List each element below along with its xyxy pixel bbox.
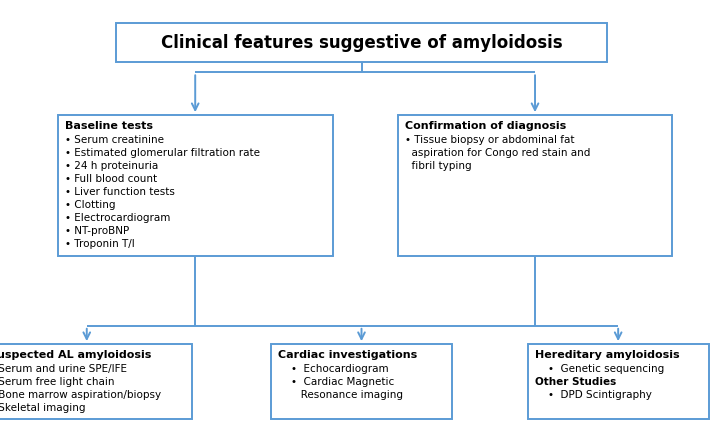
Text: • Liver function tests: • Liver function tests xyxy=(65,187,175,197)
Text: • NT-proBNP: • NT-proBNP xyxy=(65,226,129,236)
Text: • Troponin T/I: • Troponin T/I xyxy=(65,239,134,249)
Text: • Electrocardiogram: • Electrocardiogram xyxy=(65,213,171,223)
Text: •  DPD Scintigraphy: • DPD Scintigraphy xyxy=(535,390,652,400)
Text: •  Cardiac Magnetic: • Cardiac Magnetic xyxy=(278,377,395,387)
Text: • Serum creatinine: • Serum creatinine xyxy=(65,135,164,145)
Text: • Estimated glomerular filtration rate: • Estimated glomerular filtration rate xyxy=(65,148,260,158)
Text: Suspected AL amyloidosis: Suspected AL amyloidosis xyxy=(0,349,152,360)
Text: •  Echocardiogram: • Echocardiogram xyxy=(278,364,389,374)
FancyBboxPatch shape xyxy=(528,344,709,418)
Text: • Skeletal imaging: • Skeletal imaging xyxy=(0,403,85,413)
FancyBboxPatch shape xyxy=(58,115,333,256)
Text: • Clotting: • Clotting xyxy=(65,200,116,210)
Text: • Tissue biopsy or abdominal fat: • Tissue biopsy or abdominal fat xyxy=(405,135,574,145)
Text: Hereditary amyloidosis: Hereditary amyloidosis xyxy=(535,349,680,360)
Text: Resonance imaging: Resonance imaging xyxy=(278,390,403,400)
Text: • Bone marrow aspiration/biopsy: • Bone marrow aspiration/biopsy xyxy=(0,390,161,400)
Text: • 24 h proteinuria: • 24 h proteinuria xyxy=(65,161,158,171)
FancyBboxPatch shape xyxy=(0,344,192,418)
Text: aspiration for Congo red stain and: aspiration for Congo red stain and xyxy=(405,148,590,158)
Text: Other Studies: Other Studies xyxy=(535,377,616,387)
Text: • Serum free light chain: • Serum free light chain xyxy=(0,377,115,387)
Text: •  Genetic sequencing: • Genetic sequencing xyxy=(535,364,664,374)
Text: • Full blood count: • Full blood count xyxy=(65,174,157,184)
FancyBboxPatch shape xyxy=(398,115,672,256)
Text: Baseline tests: Baseline tests xyxy=(65,121,153,130)
Text: Confirmation of diagnosis: Confirmation of diagnosis xyxy=(405,121,566,130)
Text: Clinical features suggestive of amyloidosis: Clinical features suggestive of amyloido… xyxy=(161,34,562,52)
FancyBboxPatch shape xyxy=(271,344,452,418)
Text: • Serum and urine SPE/IFE: • Serum and urine SPE/IFE xyxy=(0,364,127,374)
Text: fibril typing: fibril typing xyxy=(405,161,471,171)
Text: Cardiac investigations: Cardiac investigations xyxy=(278,349,418,360)
FancyBboxPatch shape xyxy=(116,23,607,62)
